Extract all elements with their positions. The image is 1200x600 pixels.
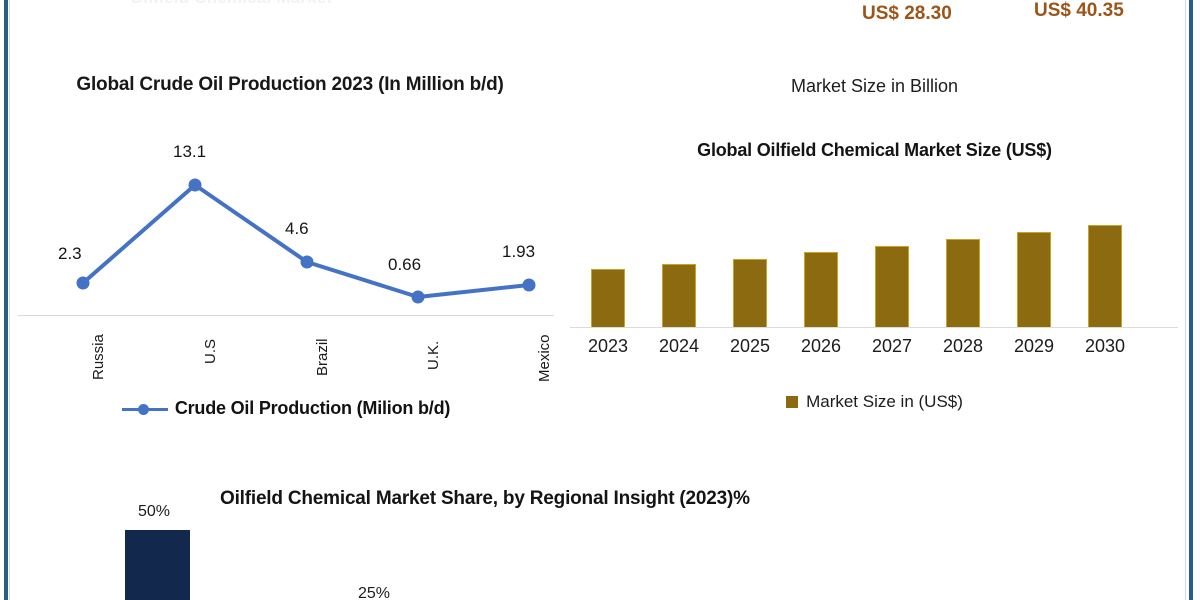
bar-chart-plot-area bbox=[570, 180, 1178, 328]
bar-x-label-2026: 2026 bbox=[800, 336, 842, 356]
bar-legend-label: Market Size in (US$) bbox=[806, 392, 963, 411]
line-data-label-brazil: 4.6 bbox=[285, 219, 309, 238]
right-border-accent bbox=[1189, 0, 1193, 600]
line-x-label-russia: Russia bbox=[90, 334, 107, 380]
line-data-label-mexico: 1.93 bbox=[502, 242, 536, 261]
line-series-path bbox=[81, 183, 531, 299]
regional-market-share-chart: Oilfield Chemical Market Share, by Regio… bbox=[10, 470, 1180, 600]
bar-chart-x-axis-labels: 2023 2024 2025 2026 2027 2028 2029 2030 bbox=[570, 336, 1178, 364]
bar-2028 bbox=[946, 239, 980, 328]
share-chart-title: Oilfield Chemical Market Share, by Regio… bbox=[220, 488, 750, 509]
bar-chart-baseline bbox=[570, 327, 1178, 328]
bar-x-label-2030: 2030 bbox=[1084, 336, 1126, 356]
bar-x-label-2025: 2025 bbox=[729, 336, 771, 356]
line-x-label-uk: U.K. bbox=[425, 340, 442, 370]
left-border-thin bbox=[9, 0, 10, 600]
bar-x-label-2023: 2023 bbox=[587, 336, 629, 356]
bar-chart-subtitle: Market Size in Billion bbox=[790, 76, 959, 96]
bar-2027 bbox=[875, 246, 909, 328]
line-chart-x-axis-labels: Russia U.S Brazil U.K. Mexico bbox=[10, 320, 562, 400]
kpi-end-value: US$ 40.35 bbox=[1034, 0, 1124, 21]
crude-oil-production-line-chart: Global Crude Oil Production 2023 (In Mil… bbox=[10, 62, 562, 432]
share-data-label-1: 50% bbox=[138, 503, 171, 520]
line-point-mexico bbox=[522, 278, 536, 292]
line-chart-title: Global Crude Oil Production 2023 (In Mil… bbox=[76, 74, 504, 95]
bar-2030 bbox=[1088, 225, 1122, 328]
line-point-brazil bbox=[300, 255, 314, 269]
right-border-thin bbox=[1185, 0, 1186, 600]
bar-2024 bbox=[662, 264, 696, 328]
line-data-label-russia: 2.3 bbox=[58, 244, 82, 263]
line-point-russia bbox=[76, 276, 90, 290]
line-chart-plot-area bbox=[10, 142, 562, 317]
line-data-label-uk: 0.66 bbox=[388, 255, 422, 274]
line-point-uk bbox=[411, 290, 425, 304]
bar-x-label-2028: 2028 bbox=[942, 336, 984, 356]
kpi-start-value: US$ 28.30 bbox=[862, 3, 952, 24]
bar-2029 bbox=[1017, 232, 1051, 328]
bar-x-label-2027: 2027 bbox=[871, 336, 913, 356]
line-legend-marker-icon bbox=[121, 403, 168, 415]
bar-2026 bbox=[804, 252, 838, 328]
bar-2025 bbox=[733, 259, 767, 328]
line-point-us bbox=[188, 178, 202, 192]
line-chart-legend: Crude Oil Production (Milion b/d) bbox=[10, 398, 562, 419]
oilfield-market-size-bar-chart: US$ 28.30 US$ 40.35 Market Size in Billi… bbox=[562, 0, 1187, 430]
bar-x-label-2024: 2024 bbox=[658, 336, 700, 356]
market-size-kpi-group: US$ 28.30 US$ 40.35 bbox=[562, 0, 1187, 34]
line-data-label-us: 13.1 bbox=[173, 142, 207, 161]
line-chart-axis bbox=[18, 315, 554, 316]
share-bar-1 bbox=[125, 530, 190, 600]
bar-2023 bbox=[591, 269, 625, 328]
line-chart-svg bbox=[76, 178, 536, 304]
bar-chart-title: Global Oilfield Chemical Market Size (US… bbox=[697, 140, 1052, 160]
left-border-accent bbox=[4, 0, 8, 600]
line-legend-label: Crude Oil Production (Milion b/d) bbox=[174, 398, 451, 418]
line-x-label-brazil: Brazil bbox=[314, 338, 331, 376]
bar-x-label-2029: 2029 bbox=[1013, 336, 1055, 356]
share-data-label-2: 25% bbox=[358, 585, 391, 600]
bar-chart-legend: Market Size in (US$) bbox=[562, 392, 1187, 412]
bar-legend-swatch-icon bbox=[786, 396, 799, 408]
line-x-label-mexico: Mexico bbox=[536, 334, 553, 382]
line-x-label-us: U.S bbox=[202, 338, 219, 364]
clipped-header-text: Oilfield Chemical Market bbox=[130, 0, 390, 8]
